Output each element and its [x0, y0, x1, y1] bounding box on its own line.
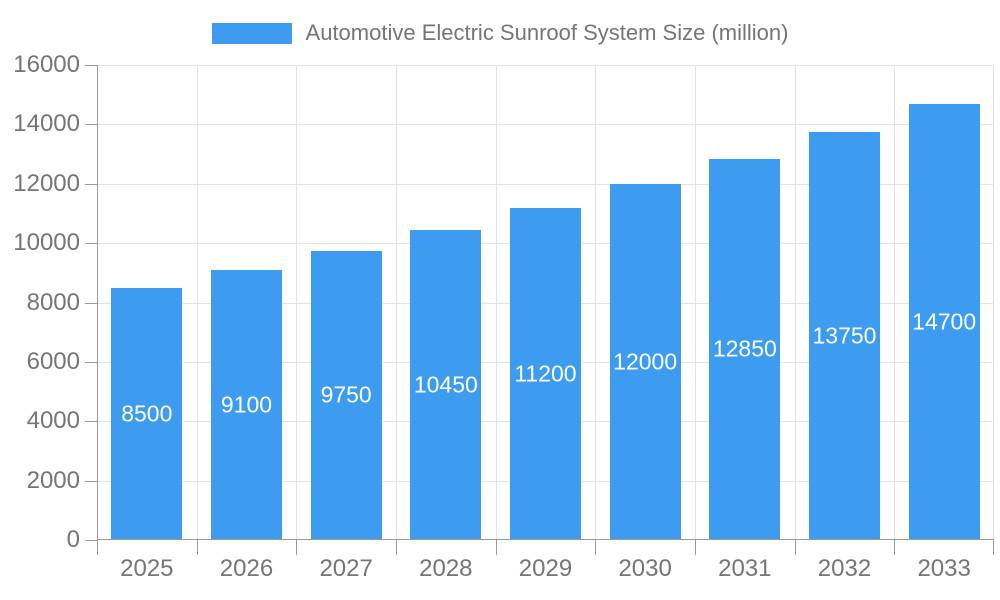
- x-gridline: [296, 65, 298, 540]
- x-gridline: [794, 65, 796, 540]
- bar[interactable]: 8500: [111, 287, 183, 540]
- y-tick-label: 2000: [26, 466, 80, 494]
- x-gridline: [396, 65, 397, 540]
- bar-value-label: 13750: [812, 322, 877, 349]
- y-axis-tick: [85, 361, 97, 363]
- y-axis-tick: [85, 302, 97, 304]
- y-tick-label: 4000: [26, 407, 80, 435]
- x-axis-tick: [97, 540, 98, 555]
- x-gridline: [196, 65, 198, 540]
- x-axis-tick: [894, 540, 896, 555]
- y-tick-label: 0: [66, 526, 80, 553]
- bar[interactable]: 14700: [908, 103, 980, 540]
- x-axis-tick: [396, 540, 397, 555]
- x-axis-tick: [196, 540, 198, 555]
- x-gridline: [695, 65, 696, 540]
- y-axis-tick: [85, 421, 97, 423]
- x-tick-label: 2032: [817, 555, 872, 582]
- x-axis-tick: [794, 540, 796, 555]
- y-tick-label: 12000: [13, 169, 80, 197]
- y-gridline: [97, 183, 994, 185]
- bar-value-label: 10450: [413, 371, 478, 398]
- plot-area: 0 2000 4000 6000 8000 10000 12000 14000 16000 850…: [13, 53, 994, 581]
- x-tick-label: 2026: [219, 555, 274, 582]
- bar-value-label: 9100: [220, 391, 273, 418]
- y-axis-tick: [85, 243, 97, 245]
- legend-swatch-icon: [211, 22, 292, 44]
- bar[interactable]: 10450: [410, 229, 482, 540]
- legend-series-label: Automotive Electric Sunroof System Size …: [305, 20, 789, 45]
- x-tick-label: 2028: [419, 555, 473, 582]
- y-tick-label: 8000: [26, 288, 80, 316]
- x-axis-line: [97, 539, 994, 540]
- bar[interactable]: 12000: [609, 183, 681, 540]
- y-axis-line: [97, 65, 98, 540]
- x-axis-tick: [495, 540, 497, 555]
- x-gridline: [495, 65, 497, 540]
- y-axis-tick: [85, 124, 97, 126]
- x-axis-tick: [296, 540, 298, 555]
- x-tick-label: 2030: [618, 555, 672, 582]
- y-tick-label: 14000: [13, 110, 80, 138]
- bar[interactable]: 12850: [709, 158, 781, 540]
- y-gridline: [97, 65, 994, 66]
- x-gridline: [595, 65, 597, 540]
- x-axis-tick: [993, 540, 994, 555]
- bar-value-label: 14700: [912, 308, 977, 335]
- x-tick-label: 2033: [917, 555, 971, 582]
- bar-value-label: 12000: [613, 348, 678, 375]
- y-tick-label: 16000: [13, 51, 80, 78]
- x-gridline: [993, 65, 994, 540]
- y-axis-tick: [85, 183, 97, 185]
- bar[interactable]: 9750: [310, 250, 382, 540]
- bar[interactable]: 13750: [808, 131, 881, 540]
- x-tick-label: 2025: [120, 555, 174, 582]
- x-tick-label: 2031: [718, 555, 772, 582]
- y-axis-tick: [85, 65, 97, 66]
- x-tick-label: 2029: [518, 555, 573, 582]
- bar-value-label: 12850: [712, 335, 777, 362]
- y-axis-tick: [85, 540, 97, 541]
- x-tick-label: 2027: [319, 555, 373, 582]
- x-axis-tick: [595, 540, 597, 555]
- bar-value-label: 9750: [320, 381, 372, 408]
- bar-value-label: 8500: [121, 400, 173, 427]
- bar-value-label: 11200: [514, 360, 577, 387]
- y-gridline: [97, 124, 994, 126]
- y-tick-label: 10000: [13, 229, 80, 257]
- y-tick-label: 6000: [26, 347, 80, 375]
- y-axis-tick: [85, 480, 97, 482]
- x-gridline: [894, 65, 896, 540]
- bar[interactable]: 11200: [509, 207, 582, 540]
- x-axis-tick: [695, 540, 696, 555]
- legend[interactable]: Automotive Electric Sunroof System Size …: [0, 20, 1000, 46]
- bar[interactable]: 9100: [210, 269, 283, 540]
